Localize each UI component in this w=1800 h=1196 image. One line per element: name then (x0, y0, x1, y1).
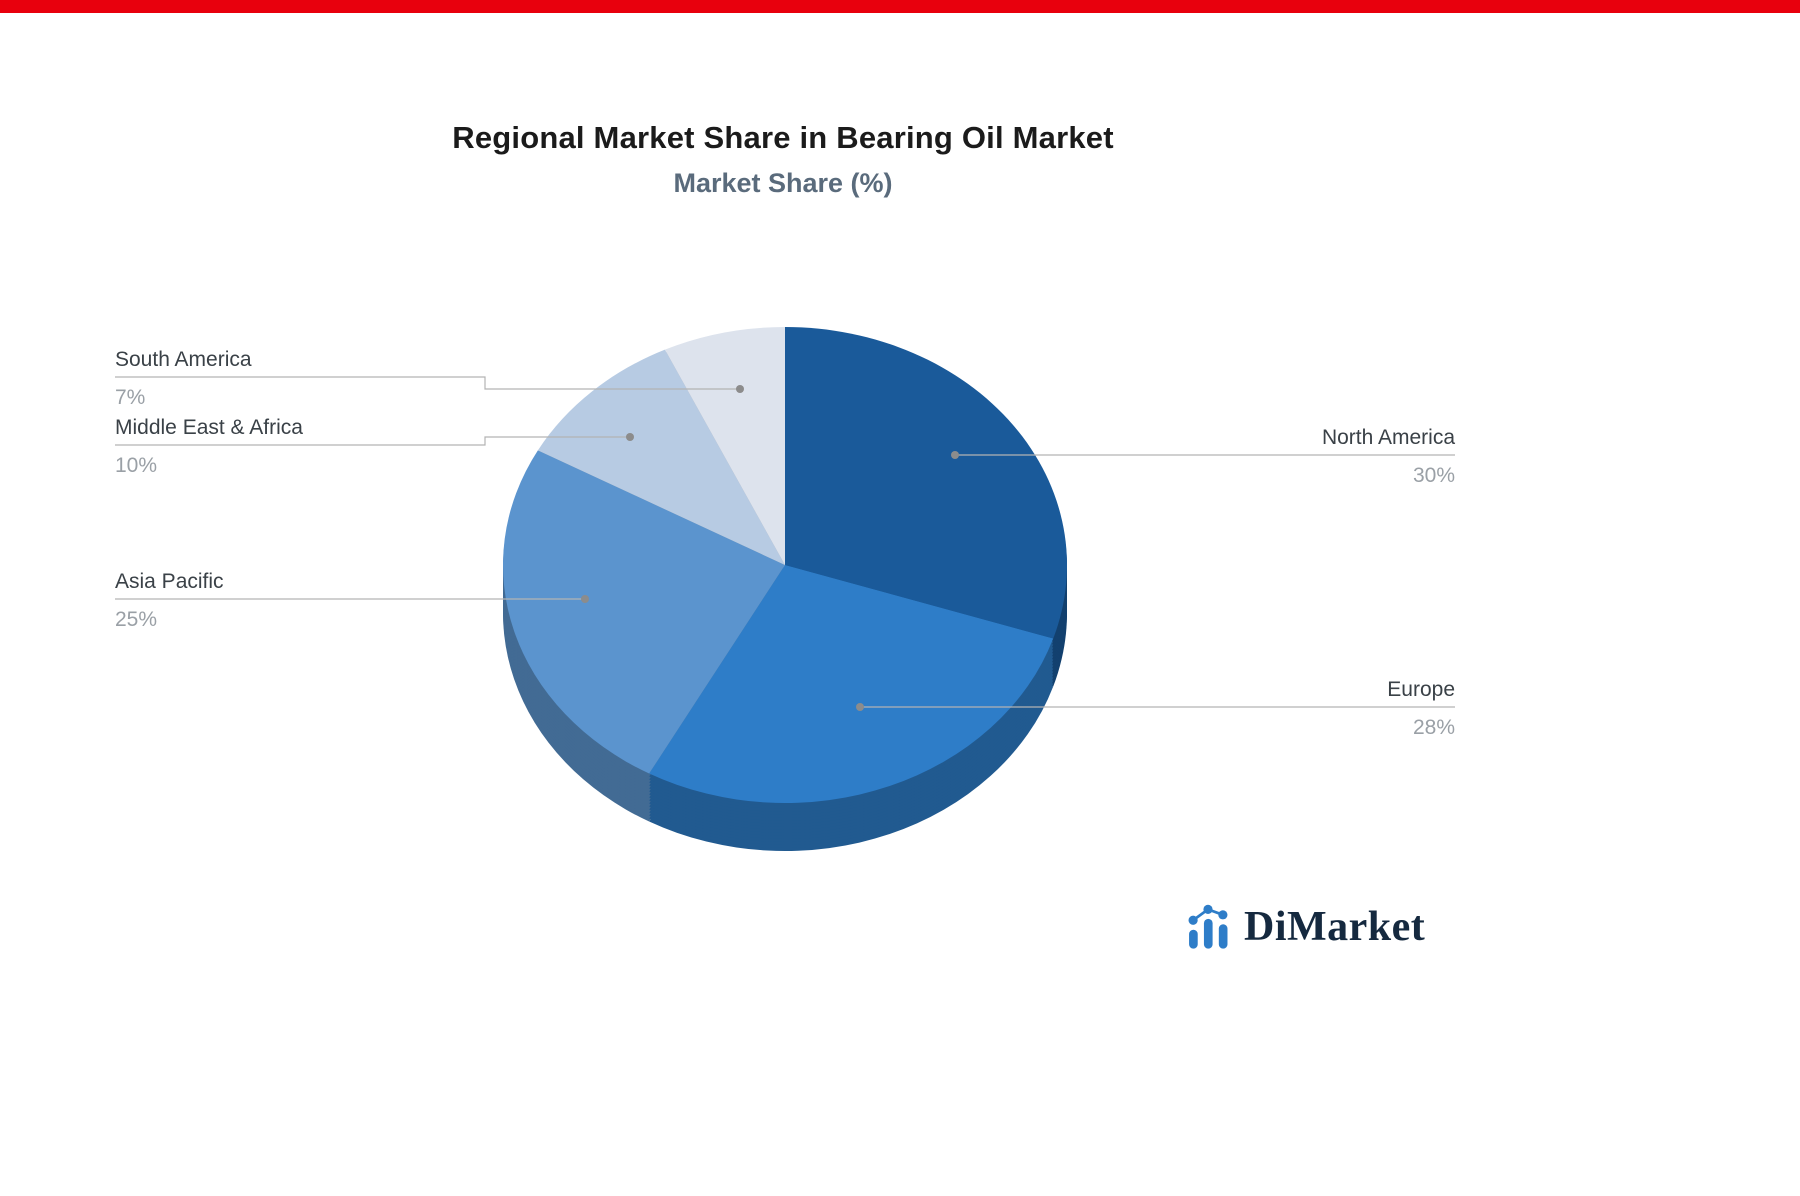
pie-value-asia-pacific: 25% (115, 608, 158, 631)
leader-dot-asia-pacific (581, 595, 589, 603)
pie-value-europe: 28% (1412, 716, 1455, 739)
pie-slice-south-america[interactable] (664, 327, 785, 565)
pie-slice-middle-east-africa[interactable] (537, 349, 785, 565)
top-red-bar (0, 0, 1800, 13)
pie-value-middle-east-africa: 10% (115, 454, 158, 477)
pie-label-south-america: South America (115, 348, 252, 371)
brand-name: DiMarket (1244, 904, 1426, 950)
leader-line-south-america (115, 376, 740, 390)
leader-dot-europe (856, 703, 864, 711)
leader-dot-north-america (951, 451, 959, 459)
pie-value-south-america: 7% (115, 386, 146, 409)
leader-dot-south-america (736, 385, 744, 393)
pie-slice-asia-pacific[interactable] (502, 450, 785, 774)
pie-label-asia-pacific: Asia Pacific (115, 570, 224, 593)
pie-value-north-america: 30% (1412, 464, 1455, 487)
pie-label-middle-east-africa: Middle East & Africa (115, 416, 303, 439)
brand-logo: DiMarket (1185, 901, 1425, 953)
leader-dot-middle-east-africa (626, 433, 634, 441)
chart-title: Regional Market Share in Bearing Oil Mar… (452, 120, 1114, 155)
pie-label-north-america: North America (1321, 426, 1455, 449)
mini-bar-chart-icon (1188, 904, 1228, 949)
pie-label-europe: Europe (1387, 678, 1455, 701)
chart-subtitle: Market Share (%) (673, 168, 893, 198)
pie-slice-europe[interactable] (649, 565, 1054, 803)
pie-slice-north-america[interactable] (785, 327, 1067, 639)
leader-line-middle-east-africa (115, 436, 630, 446)
